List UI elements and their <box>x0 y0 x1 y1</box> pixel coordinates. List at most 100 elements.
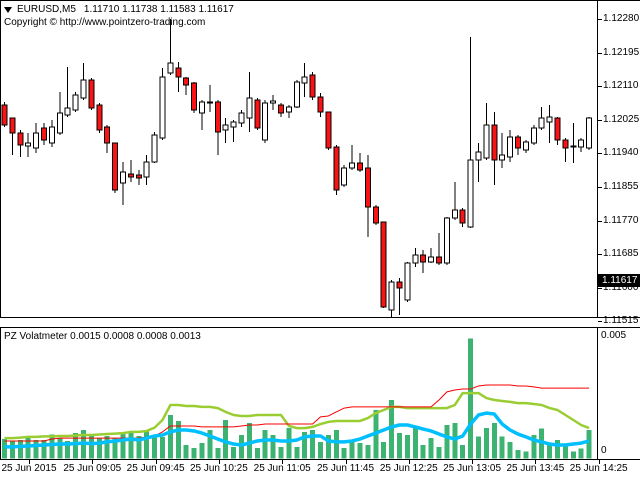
candle-body <box>562 139 569 149</box>
candle <box>515 135 521 155</box>
candle <box>262 100 269 144</box>
candle-body <box>333 146 340 191</box>
volatility-bar <box>389 399 395 459</box>
candle <box>301 62 308 97</box>
candle <box>467 37 474 229</box>
candle <box>570 122 577 163</box>
current-volatility-line <box>4 411 590 449</box>
candle-body <box>380 221 387 308</box>
price-label: 1.11515 <box>603 315 639 327</box>
time-tick <box>282 460 284 464</box>
candle-body <box>301 76 308 84</box>
candle-body <box>451 209 458 219</box>
candle-body <box>483 124 490 159</box>
candle-body <box>135 174 142 179</box>
price-tick <box>598 119 602 121</box>
candle-body <box>33 132 40 149</box>
time-label: 25 Jun 09:45 <box>126 463 185 474</box>
current-price-value: 1.11617 <box>602 275 638 287</box>
time-label: 25 Jun 13:05 <box>443 463 501 474</box>
candle <box>491 111 498 186</box>
candle <box>420 249 427 274</box>
volatility-bar <box>175 420 181 459</box>
volatility-bar <box>507 441 513 459</box>
volatility-bar <box>412 426 418 459</box>
candle <box>238 109 245 127</box>
volatility-bar <box>136 435 142 459</box>
candle-body <box>206 101 213 104</box>
candle <box>530 124 537 146</box>
price-tick <box>598 287 602 289</box>
indicator-top-border <box>0 327 640 328</box>
candle-body <box>538 117 545 129</box>
main-chart-bottom-border <box>0 317 640 318</box>
candle <box>222 118 229 144</box>
candlestick-chart[interactable] <box>1 1 597 317</box>
candle <box>104 124 111 153</box>
candle-body <box>364 167 371 208</box>
candle-body <box>104 126 111 144</box>
time-tick <box>92 460 94 464</box>
price-label: 1.11770 <box>603 214 639 226</box>
candle-body <box>262 102 269 141</box>
candle-body <box>349 162 356 169</box>
volatility-bar <box>381 441 387 459</box>
candle <box>443 217 450 265</box>
time-tick <box>535 460 537 464</box>
volatility-bar <box>88 434 94 459</box>
candle-body <box>388 281 395 311</box>
copyright-label: Copyright © http://www.pointzero-trading… <box>4 17 206 28</box>
subwindow-separator[interactable] <box>0 318 640 327</box>
volatility-bar <box>436 446 442 459</box>
volatility-bar <box>65 440 71 459</box>
volatility-bar <box>318 441 323 459</box>
volatility-bar <box>112 438 118 459</box>
candle-body <box>357 162 363 171</box>
volatmeter-indicator-chart[interactable] <box>1 328 597 459</box>
volatility-bar <box>365 444 371 459</box>
candle <box>206 85 213 112</box>
time-tick <box>472 460 474 464</box>
volatility-bar <box>397 433 402 459</box>
candle-body <box>436 256 442 264</box>
volatility-bar <box>160 437 165 459</box>
candle-body <box>214 101 221 133</box>
candle-body <box>546 116 553 123</box>
volatility-bar <box>25 437 31 459</box>
window-left-border <box>0 0 1 460</box>
candle <box>80 62 87 101</box>
candle <box>309 71 316 101</box>
candle-body <box>199 101 205 114</box>
candle-body <box>372 206 379 224</box>
candle <box>372 205 379 225</box>
time-label: 25 Jun 10:25 <box>189 463 248 474</box>
candle-body <box>191 82 198 111</box>
volatility-bar <box>460 444 466 459</box>
time-axis-line <box>0 459 640 460</box>
candle-body <box>285 106 292 113</box>
candle <box>357 152 363 172</box>
candle <box>325 111 332 150</box>
candle <box>120 162 126 206</box>
candle-body <box>554 117 561 141</box>
time-tick <box>598 460 600 464</box>
volatility-bar <box>246 423 252 459</box>
candle <box>159 68 166 140</box>
candle <box>459 207 466 227</box>
indicator-name: PZ Volatmeter <box>4 331 68 342</box>
candle-body <box>325 111 332 149</box>
candle-body <box>183 77 190 86</box>
time-label: 25 Jun 11:45 <box>316 463 375 474</box>
volatility-bar <box>57 438 63 459</box>
candle-body <box>9 117 16 134</box>
maximum-volatility-line <box>4 384 590 442</box>
volatility-bar <box>531 434 537 459</box>
volatility-bar <box>341 447 347 459</box>
candle <box>349 145 356 170</box>
candle <box>56 92 63 136</box>
candle <box>214 100 221 155</box>
candle-body <box>17 132 24 146</box>
candle-body <box>578 139 585 148</box>
candle <box>72 92 79 112</box>
